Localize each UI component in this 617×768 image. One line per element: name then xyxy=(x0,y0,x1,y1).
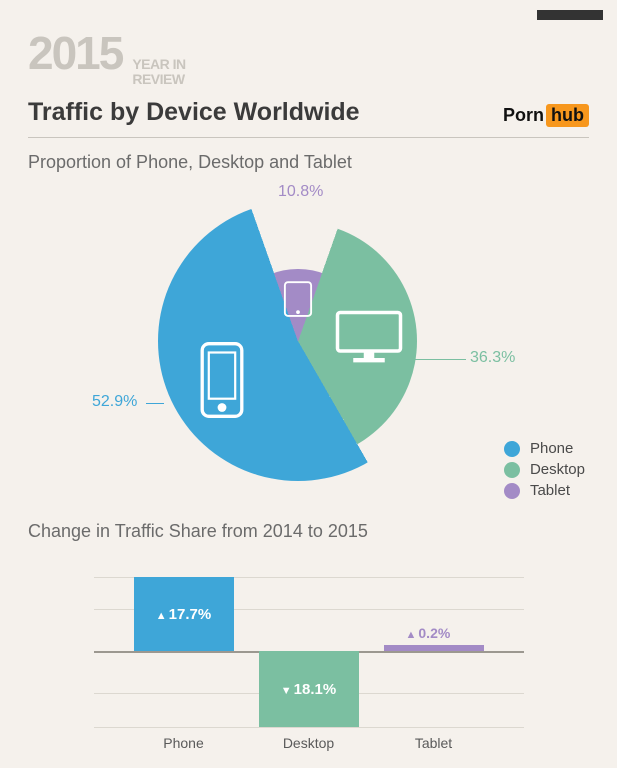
gridline xyxy=(94,727,524,728)
logo-text-b: hub xyxy=(546,104,589,127)
legend-swatch xyxy=(504,462,520,478)
legend-swatch xyxy=(504,441,520,457)
tablet-icon xyxy=(283,280,313,318)
bar-value-label-tablet: ▲0.2% xyxy=(406,625,451,641)
bar-desktop: ▼18.1% xyxy=(259,651,359,727)
header: 2015 YEAR IN REVIEW xyxy=(0,0,617,94)
brand-logo: Porn hub xyxy=(503,104,589,127)
bar-section-title: Change in Traffic Share from 2014 to 201… xyxy=(28,521,589,542)
year-subtitle: YEAR IN REVIEW xyxy=(132,57,185,86)
bar-section: Change in Traffic Share from 2014 to 201… xyxy=(0,497,617,746)
pie-label-tablet: 10.8% xyxy=(278,183,323,201)
decorative-top-bar xyxy=(537,10,603,20)
category-label-phone: Phone xyxy=(134,735,234,751)
legend-item-desktop: Desktop xyxy=(504,461,585,478)
category-label-tablet: Tablet xyxy=(384,735,484,751)
pie-label-desktop: 36.3% xyxy=(470,349,515,367)
bar-tablet xyxy=(384,645,484,651)
legend: Phone Desktop Tablet xyxy=(504,440,585,503)
leader-line-phone xyxy=(146,403,164,404)
leader-line-desktop xyxy=(414,359,466,360)
bar-phone: ▲17.7% xyxy=(134,577,234,651)
title-row: Traffic by Device Worldwide Porn hub xyxy=(0,94,617,127)
legend-item-phone: Phone xyxy=(504,440,585,457)
legend-label: Tablet xyxy=(530,482,570,499)
bar-chart: ▲17.7%▼18.1%▲0.2%PhoneDesktopTablet xyxy=(94,556,524,746)
year-number: 2015 xyxy=(28,26,122,80)
bar-value-label: ▲17.7% xyxy=(156,606,211,623)
legend-label: Phone xyxy=(530,440,573,457)
pie-label-phone: 52.9% xyxy=(92,393,137,411)
pie-subtitle: Proportion of Phone, Desktop and Tablet xyxy=(0,138,617,173)
category-label-desktop: Desktop xyxy=(259,735,359,751)
pie-chart: 10.8% 52.9% 36.3% Phone Desktop Tablet xyxy=(0,177,617,497)
legend-swatch xyxy=(504,483,520,499)
legend-label: Desktop xyxy=(530,461,585,478)
legend-item-tablet: Tablet xyxy=(504,482,585,499)
bar-value-label: ▼18.1% xyxy=(281,681,336,698)
page-title: Traffic by Device Worldwide xyxy=(28,98,360,127)
logo-text-a: Porn xyxy=(503,105,546,126)
